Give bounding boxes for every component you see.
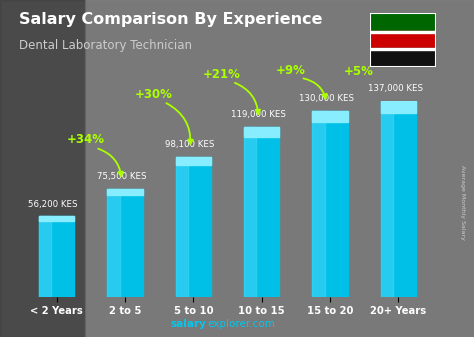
Text: 75,500 KES: 75,500 KES [97, 172, 146, 181]
Bar [175, 157, 211, 297]
Bar [244, 127, 280, 137]
Bar [244, 127, 256, 297]
Bar [107, 189, 143, 195]
Bar [370, 31, 436, 33]
Text: +5%: +5% [344, 65, 374, 78]
Bar [370, 48, 436, 50]
Bar [39, 216, 74, 221]
Text: 56,200 KES: 56,200 KES [28, 200, 78, 209]
Bar [107, 189, 143, 297]
Text: 119,000 KES: 119,000 KES [231, 110, 286, 119]
Text: Average Monthly Salary: Average Monthly Salary [460, 165, 465, 240]
Bar [312, 111, 348, 122]
Text: 98,100 KES: 98,100 KES [165, 140, 215, 149]
Text: +34%: +34% [66, 133, 104, 147]
Text: 130,000 KES: 130,000 KES [299, 94, 354, 103]
Text: explorer.com: explorer.com [207, 318, 275, 329]
Bar [381, 101, 416, 297]
Bar [175, 157, 211, 165]
Text: Dental Laboratory Technician: Dental Laboratory Technician [19, 39, 192, 52]
Bar [85, 0, 474, 337]
Text: Salary Comparison By Experience: Salary Comparison By Experience [19, 12, 322, 27]
Bar [244, 127, 280, 297]
Text: +9%: +9% [275, 64, 305, 76]
Bar [370, 48, 436, 67]
Bar [39, 216, 51, 297]
Bar [370, 13, 436, 31]
Bar [107, 189, 119, 297]
Bar [370, 31, 436, 48]
Bar [0, 0, 85, 337]
Text: +21%: +21% [203, 67, 241, 81]
Text: salary: salary [170, 318, 206, 329]
Bar [39, 216, 74, 297]
Bar [175, 157, 188, 297]
Bar [381, 101, 416, 113]
Bar [312, 111, 348, 297]
Bar [312, 111, 325, 297]
Text: +30%: +30% [135, 88, 173, 100]
Bar [381, 101, 393, 297]
Text: 137,000 KES: 137,000 KES [367, 84, 422, 93]
